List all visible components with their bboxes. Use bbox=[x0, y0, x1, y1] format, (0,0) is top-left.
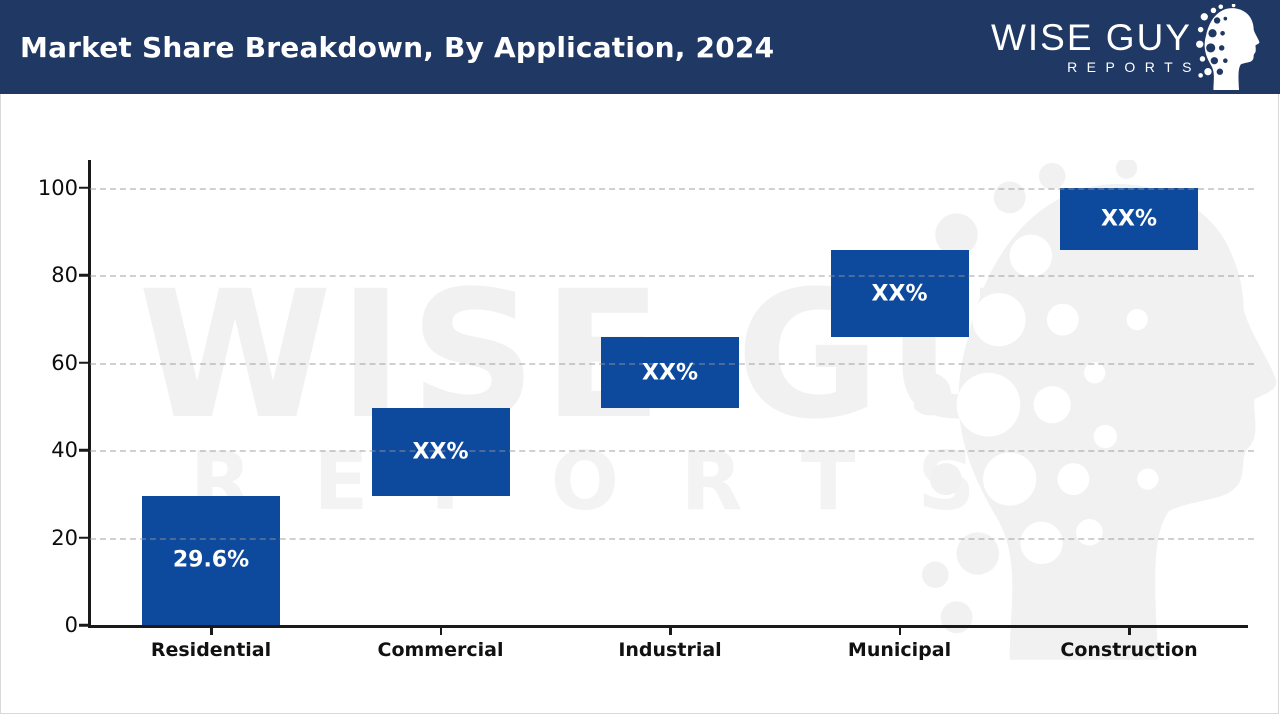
y-tick-label: 0 bbox=[64, 613, 78, 637]
x-tick-mark bbox=[898, 627, 901, 635]
header-banner: Market Share Breakdown, By Application, … bbox=[0, 0, 1280, 94]
bar-value-label: XX% bbox=[412, 439, 469, 465]
y-tick-label: 60 bbox=[51, 350, 78, 375]
gridline-40 bbox=[90, 450, 1254, 452]
watermark-text-reports: REPORTS bbox=[190, 435, 1038, 528]
y-tick-label: 80 bbox=[51, 263, 78, 287]
x-tick-mark bbox=[669, 627, 672, 635]
bar-construction bbox=[1060, 187, 1198, 251]
x-tick-mark bbox=[1128, 627, 1131, 635]
bar-residential bbox=[142, 495, 280, 625]
y-tick-label: 100 bbox=[37, 175, 78, 200]
category-label-municipal: Municipal bbox=[847, 639, 952, 661]
bar-value-label: XX% bbox=[871, 281, 928, 307]
bar-commercial bbox=[371, 408, 510, 496]
brand-subtitle: REPORTS bbox=[1067, 59, 1201, 75]
watermark-head-graphic bbox=[914, 160, 1277, 660]
gridline-20 bbox=[90, 537, 1254, 540]
logo-head-icon bbox=[1196, 4, 1260, 90]
y-tick-label: 40 bbox=[51, 438, 78, 462]
category-label-residential: Residential bbox=[150, 639, 272, 661]
brand-logo: WISE GUY REPORTS bbox=[991, 4, 1264, 90]
brand-logo-text: WISE GUY REPORTS bbox=[991, 19, 1192, 75]
y-tick-mark bbox=[79, 448, 88, 452]
bar-value-label: 29.6% bbox=[172, 547, 250, 573]
brand-name: WISE GUY bbox=[990, 17, 1192, 58]
bar-industrial bbox=[601, 337, 739, 409]
gridline-80 bbox=[90, 275, 1254, 277]
y-tick-mark bbox=[79, 536, 88, 539]
gridline-100 bbox=[90, 187, 1254, 190]
category-label-commercial: Commercial bbox=[377, 639, 504, 661]
category-label-construction: Construction bbox=[1060, 639, 1198, 661]
x-tick-mark bbox=[439, 627, 442, 635]
y-tick-mark bbox=[79, 623, 88, 627]
x-tick-mark bbox=[210, 627, 213, 635]
bar-municipal bbox=[830, 250, 969, 338]
gridline-60 bbox=[90, 362, 1254, 365]
chart-title: Market Share Breakdown, By Application, … bbox=[20, 30, 775, 64]
y-tick-mark bbox=[79, 361, 88, 364]
y-axis-line bbox=[88, 160, 91, 627]
category-label-industrial: Industrial bbox=[618, 639, 722, 661]
bar-value-label: XX% bbox=[1101, 206, 1157, 232]
bar-value-label: XX% bbox=[642, 360, 698, 386]
y-tick-mark bbox=[79, 186, 88, 189]
y-tick-mark bbox=[79, 273, 88, 277]
y-tick-label: 20 bbox=[51, 525, 78, 550]
x-axis-line bbox=[88, 625, 1248, 628]
